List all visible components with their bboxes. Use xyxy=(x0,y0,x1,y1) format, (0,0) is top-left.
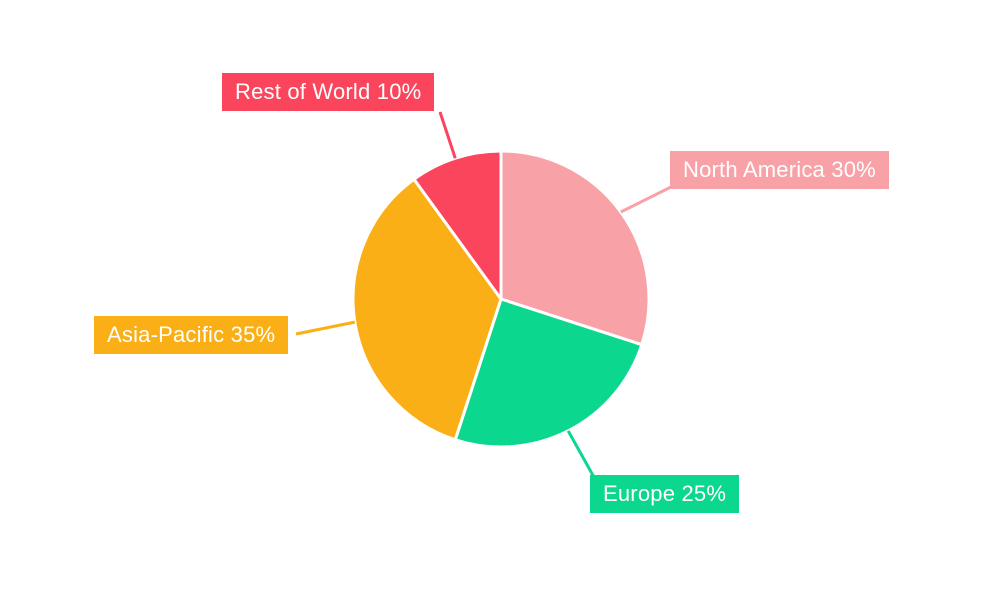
leader-line-asia-pacific xyxy=(295,320,356,336)
pie-slice-rest-of-world[interactable] xyxy=(412,149,503,301)
pie-label-europe: Europe 25% xyxy=(590,475,740,513)
pie-label-north-america: North America 30% xyxy=(670,151,889,189)
pie-slice-europe[interactable] xyxy=(453,297,644,449)
pie-label-asia-pacific: Asia-Pacific 35% xyxy=(94,316,289,354)
leader-line-europe xyxy=(566,430,597,480)
leader-line-north-america xyxy=(620,184,674,214)
pie-slice-asia-pacific[interactable] xyxy=(351,177,503,442)
leader-line-rest-of-world xyxy=(438,111,457,159)
pie-label-rest-of-world: Rest of World 10% xyxy=(222,73,435,111)
